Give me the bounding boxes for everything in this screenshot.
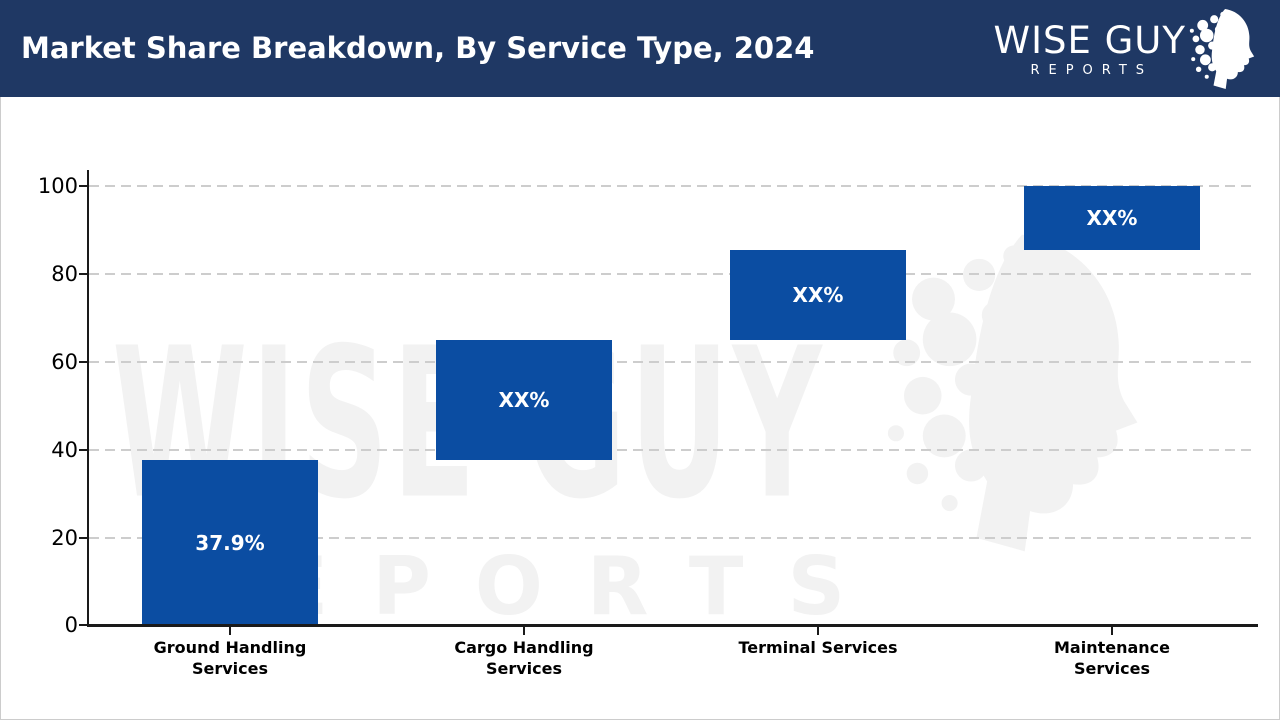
logo-subtitle: REPORTS bbox=[1030, 62, 1154, 78]
bar-maintenance-services: XX% bbox=[1024, 186, 1200, 250]
logo-text: WISE GUY REPORTS bbox=[993, 18, 1186, 78]
bar-terminal-services: XX% bbox=[730, 250, 906, 340]
y-tick bbox=[79, 273, 87, 275]
x-tick-label-terminal-services: Terminal Services bbox=[738, 638, 898, 657]
bar-cargo-handling: XX% bbox=[436, 340, 612, 460]
y-tick bbox=[79, 624, 87, 626]
y-tick-label: 0 bbox=[64, 613, 78, 637]
x-tick-label-cargo-handling: Cargo Handling Services bbox=[454, 638, 594, 678]
y-tick bbox=[79, 185, 87, 187]
y-tick-label: 100 bbox=[37, 174, 78, 198]
gridline-40 bbox=[89, 449, 1256, 451]
gridline-20 bbox=[89, 537, 1256, 539]
y-tick-label: 40 bbox=[51, 438, 78, 462]
y-tick bbox=[79, 537, 87, 539]
x-tick-label-maintenance-services: Maintenance Services bbox=[1053, 638, 1170, 678]
x-axis-line bbox=[87, 624, 1258, 627]
logo-wordmark: WISE GUY bbox=[993, 18, 1186, 62]
x-tick bbox=[229, 627, 231, 635]
wise-guy-head-icon bbox=[1180, 5, 1266, 93]
y-tick-label: 80 bbox=[51, 262, 78, 286]
x-tick bbox=[817, 627, 819, 635]
chart-title: Market Share Breakdown, By Service Type,… bbox=[21, 31, 815, 65]
bar-value-label: XX% bbox=[1086, 206, 1138, 230]
gridline-100 bbox=[89, 185, 1256, 187]
bar-ground-handling: 37.9% bbox=[142, 460, 318, 625]
bar-value-label: 37.9% bbox=[195, 530, 265, 555]
gridline-80 bbox=[89, 273, 1256, 275]
bar-value-label: XX% bbox=[792, 283, 844, 307]
x-tick bbox=[1111, 627, 1113, 635]
wise-guy-logo: WISE GUY REPORTS bbox=[994, 4, 1266, 94]
x-tick-label-ground-handling: Ground Handling Services bbox=[153, 638, 307, 678]
gridline-60 bbox=[89, 361, 1256, 363]
header: Market Share Breakdown, By Service Type,… bbox=[0, 0, 1280, 97]
y-axis-line bbox=[87, 170, 89, 625]
y-tick bbox=[79, 449, 87, 451]
bar-value-label: XX% bbox=[498, 388, 550, 412]
x-tick bbox=[523, 627, 525, 635]
y-tick-label: 20 bbox=[51, 526, 78, 550]
y-tick-label: 60 bbox=[51, 350, 78, 374]
y-tick bbox=[79, 361, 87, 363]
